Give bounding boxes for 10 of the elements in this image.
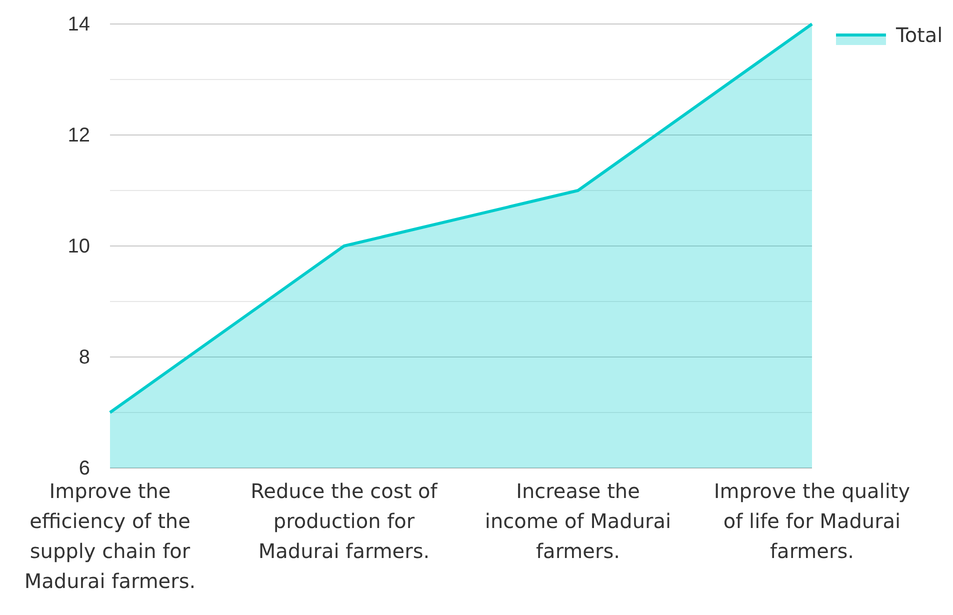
y-tick-label: 10 bbox=[68, 235, 90, 258]
y-tick-label: 14 bbox=[68, 13, 90, 36]
y-tick-label: 8 bbox=[78, 346, 90, 368]
x-tick-label: Reduce the cost of production for Madurai farmers. bbox=[250, 479, 438, 563]
x-tick-label: Increase the income of Madurai farmers. bbox=[484, 479, 672, 563]
legend-label: Total bbox=[895, 23, 943, 47]
x-tick-label: Improve the efficiency of the supply chain for Madurai farmers. bbox=[24, 479, 196, 593]
y-tick-label: 6 bbox=[78, 457, 90, 480]
y-tick-label: 12 bbox=[68, 124, 90, 146]
x-tick-label: Improve the quality of life for Madurai farmers. bbox=[714, 479, 910, 563]
